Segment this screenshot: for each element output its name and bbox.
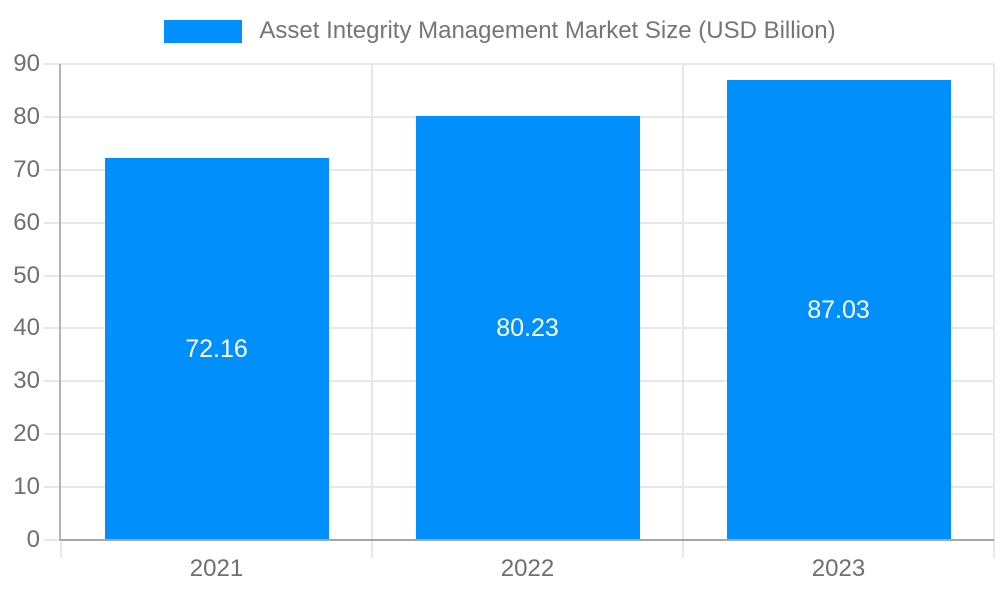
y-axis-label: 70 [13, 155, 40, 183]
y-axis-label: 50 [13, 261, 40, 289]
y-tick [44, 168, 61, 171]
y-tick [44, 221, 61, 224]
y-tick [44, 63, 61, 65]
y-tick [44, 115, 61, 118]
bar-2022[interactable] [415, 115, 640, 540]
y-tick [44, 380, 61, 383]
y-axis-label: 20 [13, 420, 40, 448]
x-axis-line [61, 539, 994, 541]
x-gridline [993, 64, 995, 540]
y-axis-label: 90 [13, 50, 40, 77]
y-tick [44, 274, 61, 277]
y-gridline [61, 63, 994, 65]
x-axis-label: 2022 [500, 555, 555, 582]
legend-marker-icon[interactable] [164, 19, 243, 43]
bar-value-label: 87.03 [807, 295, 870, 324]
x-axis-label: 2021 [189, 555, 244, 582]
y-axis-label: 10 [13, 473, 40, 501]
bar-value-label: 80.23 [496, 313, 559, 342]
bar-value-label: 72.16 [185, 335, 248, 364]
y-axis-label: 60 [13, 208, 40, 236]
y-axis-label: 80 [13, 102, 40, 130]
bar-2021[interactable] [104, 158, 329, 540]
legend[interactable]: Asset Integrity Management Market Size (… [0, 17, 1000, 45]
x-tick [993, 540, 995, 558]
y-axis-label: 0 [26, 526, 40, 553]
x-gridline [371, 64, 373, 540]
y-axis-label: 40 [13, 314, 40, 342]
bar-2023[interactable] [726, 79, 951, 540]
y-tick [44, 486, 61, 489]
y-axis-line [59, 64, 61, 541]
x-tick [682, 540, 684, 558]
y-tick [44, 433, 61, 436]
x-tick [371, 540, 373, 558]
x-gridline [682, 64, 684, 540]
x-tick [60, 540, 62, 558]
y-axis-label: 30 [13, 367, 40, 395]
y-tick [44, 539, 61, 541]
legend-label[interactable]: Asset Integrity Management Market Size (… [259, 17, 836, 44]
x-axis-label: 2023 [811, 555, 866, 582]
y-tick [44, 327, 61, 330]
